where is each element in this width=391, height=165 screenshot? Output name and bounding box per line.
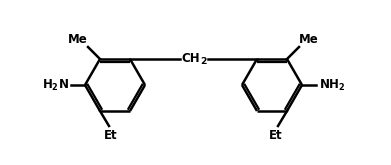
- Text: NH$\mathbf{_2}$: NH$\mathbf{_2}$: [319, 77, 345, 93]
- Text: Et: Et: [269, 130, 283, 143]
- Text: Me: Me: [299, 33, 319, 46]
- Text: $\mathbf{_2}$: $\mathbf{_2}$: [200, 53, 207, 66]
- Text: Me: Me: [68, 33, 88, 46]
- Text: Et: Et: [104, 130, 118, 143]
- Text: H$\mathbf{_2}$N: H$\mathbf{_2}$N: [41, 77, 68, 93]
- Text: CH: CH: [181, 51, 200, 65]
